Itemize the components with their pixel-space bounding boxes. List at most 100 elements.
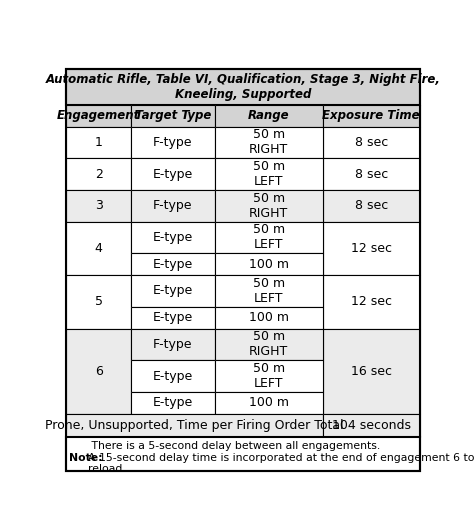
Bar (131, 253, 215, 275)
Bar (323, 221, 420, 275)
Bar (323, 275, 420, 329)
Text: F-type: F-type (153, 136, 193, 149)
Bar (131, 253, 215, 275)
Bar (215, 307, 323, 329)
Bar (131, 275, 215, 307)
Bar (215, 190, 323, 221)
Text: 50 m
LEFT: 50 m LEFT (253, 362, 285, 390)
Text: 8 sec: 8 sec (355, 136, 388, 149)
Bar (66, 414, 323, 436)
Text: 100 m: 100 m (248, 258, 289, 271)
Text: Automatic Rifle, Table VI, Qualification, Stage 3, Night Fire,
Kneeling, Support: Automatic Rifle, Table VI, Qualification… (46, 73, 440, 101)
Text: 100 m: 100 m (248, 396, 289, 409)
Bar (215, 158, 323, 190)
Text: 50 m
RIGHT: 50 m RIGHT (249, 192, 288, 220)
Bar (323, 329, 420, 414)
Text: 12 sec: 12 sec (351, 295, 392, 309)
Bar (215, 329, 323, 360)
Bar (131, 360, 215, 392)
Bar (215, 190, 323, 221)
Bar (323, 275, 420, 329)
Bar (131, 190, 215, 221)
Bar (131, 275, 215, 307)
Text: E-type: E-type (153, 396, 193, 409)
Bar (215, 392, 323, 414)
Bar (66, 126, 131, 158)
Text: E-type: E-type (153, 370, 193, 382)
Bar (131, 329, 215, 360)
Bar (131, 329, 215, 360)
Text: E-type: E-type (153, 311, 193, 324)
Bar (66, 221, 131, 275)
Bar (323, 414, 420, 436)
Bar (215, 360, 323, 392)
Text: 5: 5 (95, 295, 102, 309)
Text: 3: 3 (95, 199, 102, 212)
Text: Engagement: Engagement (57, 109, 140, 122)
Bar (323, 126, 420, 158)
Bar (215, 126, 323, 158)
Bar (131, 221, 215, 253)
Bar (66, 158, 131, 190)
Text: 1: 1 (95, 136, 102, 149)
Bar (215, 275, 323, 307)
Text: 50 m
LEFT: 50 m LEFT (253, 277, 285, 305)
Bar (131, 190, 215, 221)
Bar (66, 329, 131, 414)
Bar (215, 221, 323, 253)
Bar (66, 436, 420, 470)
Bar (215, 126, 323, 158)
Bar (131, 392, 215, 414)
Bar (66, 105, 131, 126)
Bar (215, 253, 323, 275)
Bar (131, 392, 215, 414)
Bar (66, 158, 131, 190)
Text: E-type: E-type (153, 167, 193, 181)
Bar (323, 126, 420, 158)
Bar (66, 436, 420, 470)
Bar (323, 105, 420, 126)
Bar (131, 158, 215, 190)
Bar (323, 105, 420, 126)
Bar (131, 307, 215, 329)
Bar (215, 105, 323, 126)
Text: 100 m: 100 m (248, 311, 289, 324)
Bar (215, 158, 323, 190)
Text: 16 sec: 16 sec (351, 365, 392, 378)
Bar (323, 158, 420, 190)
Text: There is a 5-second delay between all engagements.
A 15-second delay time is inc: There is a 5-second delay between all en… (88, 441, 474, 474)
Text: 4: 4 (95, 242, 102, 255)
Bar (215, 392, 323, 414)
Bar (66, 68, 420, 105)
Bar (215, 329, 323, 360)
Text: E-type: E-type (153, 258, 193, 271)
Bar (323, 221, 420, 275)
Text: Note:: Note: (69, 453, 102, 463)
Bar (215, 253, 323, 275)
Bar (131, 307, 215, 329)
Text: Target Type: Target Type (135, 109, 211, 122)
Bar (66, 190, 131, 221)
Bar (131, 105, 215, 126)
Text: F-type: F-type (153, 199, 193, 212)
Text: 50 m
LEFT: 50 m LEFT (253, 224, 285, 251)
Bar (215, 275, 323, 307)
Bar (215, 105, 323, 126)
Bar (66, 68, 420, 105)
Bar (66, 105, 131, 126)
Bar (323, 414, 420, 436)
Text: 50 m
RIGHT: 50 m RIGHT (249, 330, 288, 358)
Text: 12 sec: 12 sec (351, 242, 392, 255)
Bar (323, 190, 420, 221)
Text: 8 sec: 8 sec (355, 167, 388, 181)
Bar (66, 329, 131, 414)
Bar (131, 105, 215, 126)
Text: Exposure Time: Exposure Time (322, 109, 420, 122)
Bar (323, 329, 420, 414)
Text: 50 m
RIGHT: 50 m RIGHT (249, 129, 288, 156)
Text: 6: 6 (95, 365, 102, 378)
Text: 50 m
LEFT: 50 m LEFT (253, 160, 285, 188)
Bar (215, 360, 323, 392)
Text: Range: Range (248, 109, 290, 122)
Bar (215, 221, 323, 253)
